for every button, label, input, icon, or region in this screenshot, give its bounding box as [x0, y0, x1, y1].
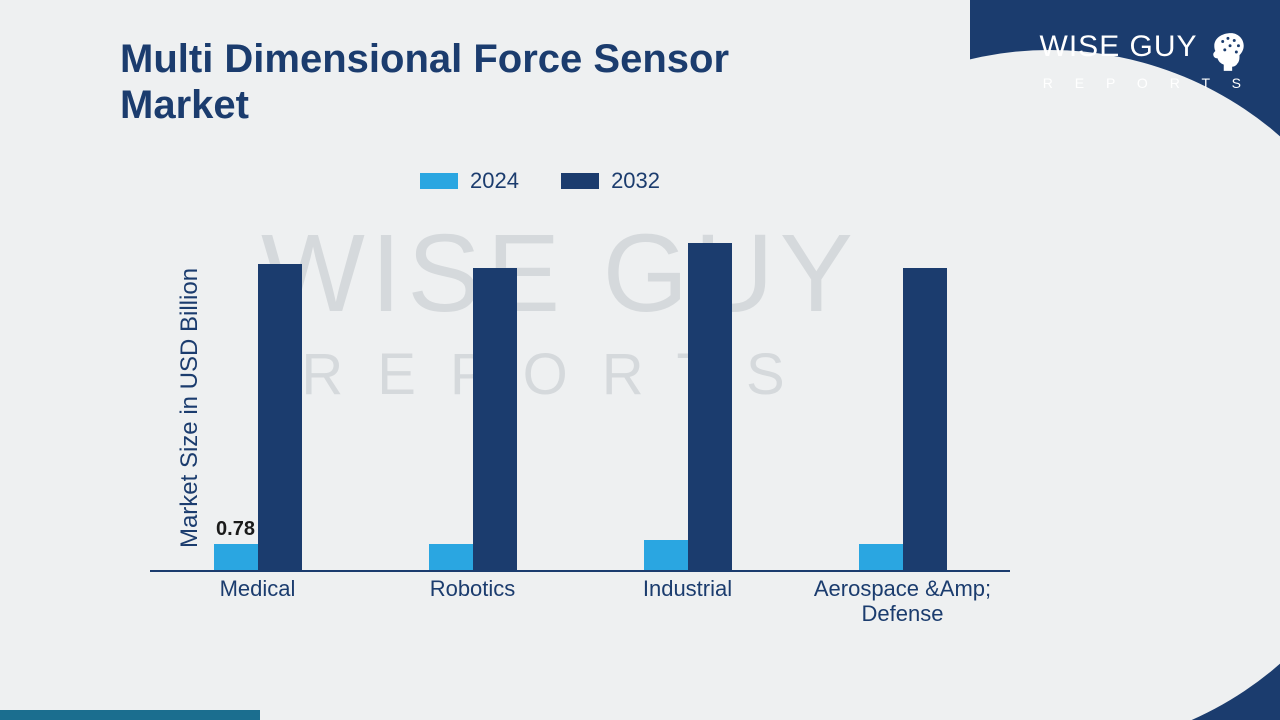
bar-2032 [688, 243, 732, 572]
legend-swatch-2024 [420, 173, 458, 189]
bar-group [795, 218, 1010, 572]
legend-swatch-2032 [561, 173, 599, 189]
bar-2024 [859, 544, 903, 572]
chart-title: Multi Dimensional Force Sensor Market [120, 36, 760, 128]
bar-2032 [903, 268, 947, 572]
brain-head-icon [1208, 31, 1250, 73]
bar-2024: 0.78 [214, 544, 258, 572]
bar-2032 [473, 268, 517, 572]
legend-item-2032: 2032 [561, 168, 660, 194]
bar-groups: 0.78 [150, 218, 1010, 572]
x-axis-label: Medical [150, 572, 365, 648]
bar-group [365, 218, 580, 572]
chart-card: WISE GUY R E P O R T S Multi Dimensional… [0, 0, 1280, 720]
bar-group [580, 218, 795, 572]
legend-item-2024: 2024 [420, 168, 519, 194]
plot-area: 0.78 [150, 218, 1010, 572]
bar-group: 0.78 [150, 218, 365, 572]
x-axis-label: Robotics [365, 572, 580, 648]
bar-chart: 2024 2032 Market Size in USD Billion 0.7… [70, 168, 1010, 648]
x-axis-labels: MedicalRoboticsIndustrialAerospace &Amp;… [150, 572, 1010, 648]
legend-label-2032: 2032 [611, 168, 660, 194]
x-axis-label: Industrial [580, 572, 795, 648]
legend-label-2024: 2024 [470, 168, 519, 194]
bar-2024 [429, 544, 473, 572]
bar-2024 [644, 540, 688, 572]
x-axis-label: Aerospace &Amp; Defense [795, 572, 1010, 648]
brand-line1: WISE GUY [1040, 30, 1198, 63]
bar-2032 [258, 264, 302, 572]
bottom-accent-bar [0, 710, 260, 720]
legend: 2024 2032 [70, 168, 1010, 195]
bar-value-label: 0.78 [216, 518, 255, 541]
brand-logo: WISE GUY R E P O R T S [1040, 30, 1250, 91]
brand-line2: R E P O R T S [1040, 75, 1250, 91]
